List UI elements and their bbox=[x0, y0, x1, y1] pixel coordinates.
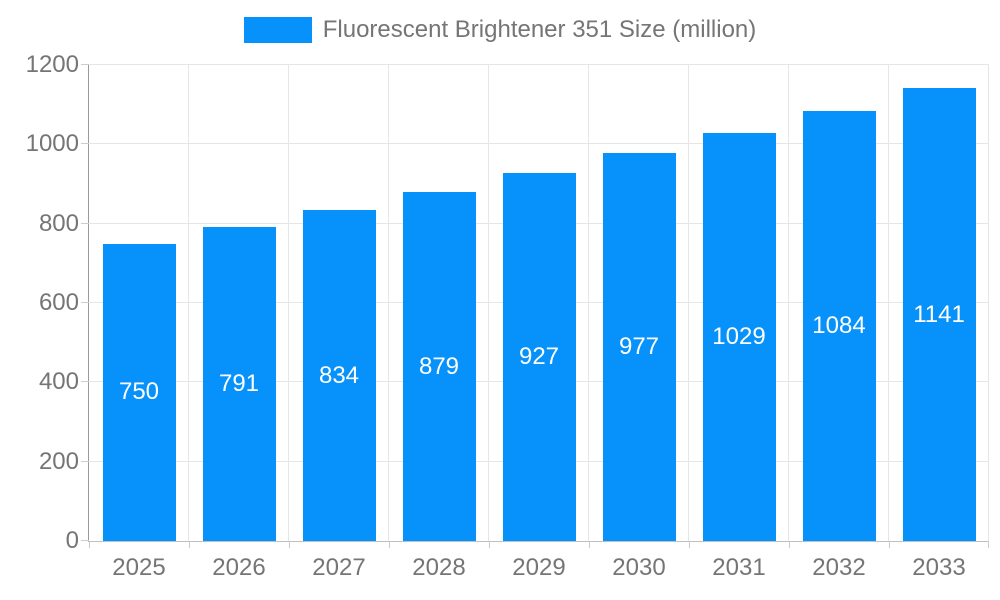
x-axis-tick bbox=[789, 541, 790, 548]
bar[interactable]: 834 bbox=[302, 210, 376, 541]
x-gridline bbox=[388, 65, 389, 541]
x-gridline bbox=[288, 65, 289, 541]
y-axis-label: 200 bbox=[38, 447, 79, 475]
x-axis-tick bbox=[689, 541, 690, 548]
x-axis-label: 2033 bbox=[912, 554, 966, 581]
x-gridline bbox=[188, 65, 189, 541]
y-axis-label: 1000 bbox=[25, 130, 79, 158]
y-axis-tick bbox=[81, 460, 89, 462]
x-axis-label: 2027 bbox=[312, 554, 366, 581]
plot-area: 0 200 400 600 800 1000 1200 750 2025 791 2026 834 20… bbox=[26, 52, 989, 581]
bar[interactable]: 1029 bbox=[702, 132, 776, 541]
legend[interactable]: Fluorescent Brightener 351 Size (million… bbox=[0, 16, 1000, 44]
x-gridline bbox=[688, 65, 689, 541]
x-gridline bbox=[488, 65, 489, 541]
x-axis-tick bbox=[589, 541, 590, 548]
legend-label[interactable]: Fluorescent Brightener 351 Size (million… bbox=[322, 16, 757, 43]
x-gridline bbox=[788, 65, 789, 541]
bar[interactable]: 750 bbox=[102, 243, 176, 541]
x-axis-tick bbox=[389, 541, 390, 548]
y-axis-tick bbox=[81, 381, 89, 383]
x-axis-label: 2028 bbox=[412, 554, 466, 581]
x-axis-tick bbox=[489, 541, 490, 548]
x-axis-label: 2026 bbox=[212, 554, 266, 581]
x-axis-tick bbox=[189, 541, 190, 548]
y-gridline bbox=[89, 64, 989, 65]
bar[interactable]: 791 bbox=[202, 227, 276, 541]
y-axis-label: 800 bbox=[38, 209, 79, 237]
x-axis-label: 2030 bbox=[612, 554, 666, 581]
x-gridline bbox=[588, 65, 589, 541]
x-axis-label: 2029 bbox=[512, 554, 566, 581]
bar-value-label: 1141 bbox=[913, 300, 965, 328]
x-axis-tick bbox=[289, 541, 290, 548]
bar-value-label: 791 bbox=[218, 370, 260, 398]
y-axis-tick bbox=[81, 302, 89, 303]
y-axis-label: 1200 bbox=[25, 51, 79, 78]
bar[interactable]: 977 bbox=[602, 153, 676, 541]
bar-value-label: 977 bbox=[618, 333, 660, 361]
y-axis-tick bbox=[81, 540, 89, 541]
bar-value-label: 750 bbox=[118, 378, 160, 406]
bar-value-label: 879 bbox=[418, 352, 460, 380]
bar-value-label: 1029 bbox=[712, 322, 766, 350]
bar-value-label: 834 bbox=[318, 361, 360, 389]
bar-value-label: 927 bbox=[518, 343, 560, 371]
y-axis-label: 400 bbox=[38, 368, 79, 396]
bar[interactable]: 1084 bbox=[802, 111, 876, 541]
legend-swatch[interactable] bbox=[243, 17, 312, 43]
bar[interactable]: 879 bbox=[402, 192, 476, 541]
x-axis-tick bbox=[889, 541, 890, 548]
x-axis-tick bbox=[89, 541, 90, 548]
x-axis-label: 2025 bbox=[112, 554, 166, 581]
bar[interactable]: 1141 bbox=[902, 88, 976, 541]
x-gridline bbox=[888, 65, 889, 541]
y-gridline bbox=[89, 143, 989, 145]
bar[interactable]: 927 bbox=[502, 173, 576, 541]
y-axis-tick bbox=[81, 143, 89, 145]
y-axis-tick bbox=[81, 64, 89, 65]
x-axis-label: 2032 bbox=[812, 554, 866, 581]
x-gridline bbox=[988, 65, 989, 541]
x-axis-label: 2031 bbox=[712, 554, 766, 581]
bar-value-label: 1084 bbox=[812, 312, 866, 339]
x-axis-tick bbox=[988, 541, 989, 548]
y-axis-label: 0 bbox=[65, 527, 79, 554]
y-axis-label: 600 bbox=[38, 289, 79, 316]
y-axis-tick bbox=[81, 222, 89, 224]
